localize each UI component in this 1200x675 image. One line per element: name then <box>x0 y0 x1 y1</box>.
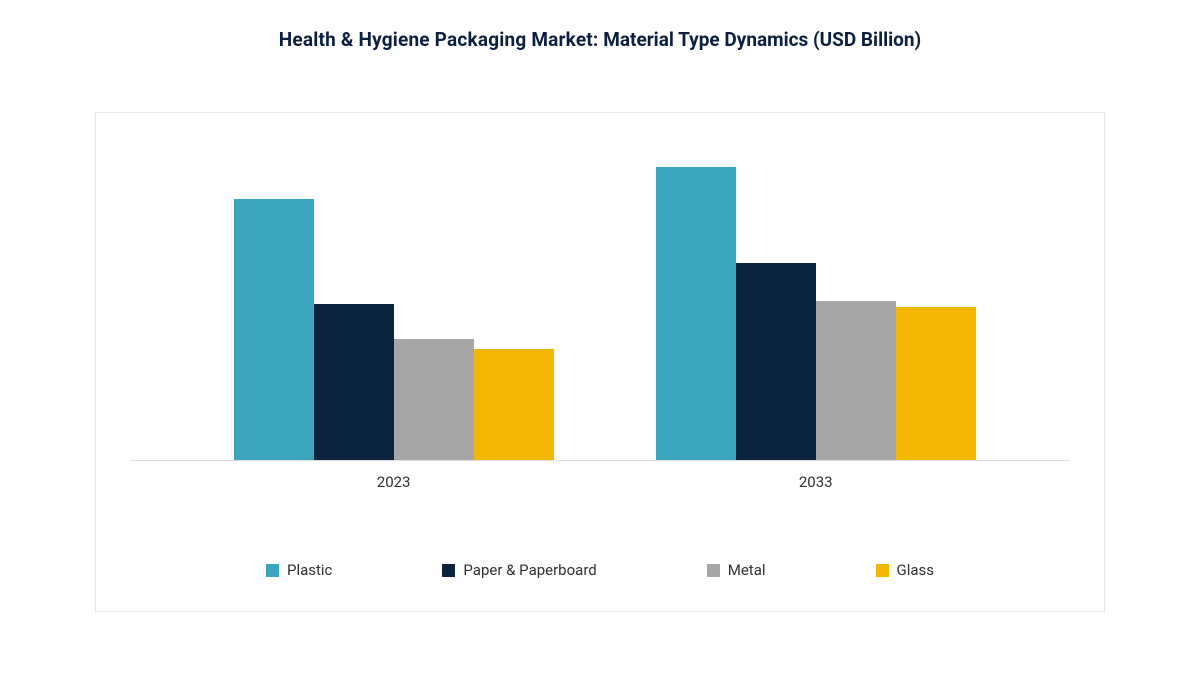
x-label-2023: 2023 <box>377 473 411 491</box>
legend-label-plastic: Plastic <box>287 561 332 579</box>
chart-card: 2023 2033 Plastic Paper & Paperboard Met… <box>95 112 1105 612</box>
legend-label-glass: Glass <box>897 561 935 579</box>
bar-2033-metal <box>816 301 896 461</box>
bar-2033-glass <box>896 307 976 461</box>
bar-2023-paper <box>314 304 394 461</box>
bar-group-2023 <box>234 141 554 461</box>
legend-swatch-metal <box>707 564 720 577</box>
legend: Plastic Paper & Paperboard Metal Glass <box>96 561 1104 579</box>
bar-2033-paper <box>736 263 816 461</box>
legend-swatch-plastic <box>266 564 279 577</box>
bar-2023-metal <box>394 339 474 461</box>
legend-item-glass: Glass <box>876 561 935 579</box>
legend-item-paper: Paper & Paperboard <box>442 561 596 579</box>
legend-label-paper: Paper & Paperboard <box>463 561 596 579</box>
legend-label-metal: Metal <box>728 561 766 579</box>
bar-2033-plastic <box>656 167 736 461</box>
x-axis-labels: 2023 2033 <box>131 473 1069 503</box>
chart-title: Health & Hygiene Packaging Market: Mater… <box>0 0 1200 61</box>
legend-item-plastic: Plastic <box>266 561 332 579</box>
chart-title-prefix: Health & Hygiene Packaging Market: <box>279 28 599 51</box>
bar-group-2033 <box>656 141 976 461</box>
x-label-2033: 2033 <box>799 473 833 491</box>
bar-2023-plastic <box>234 199 314 461</box>
legend-item-metal: Metal <box>707 561 766 579</box>
chart-title-suffix: Material Type Dynamics (USD Billion) <box>599 28 922 51</box>
bar-2023-glass <box>474 349 554 461</box>
legend-swatch-glass <box>876 564 889 577</box>
x-axis-baseline <box>131 460 1069 461</box>
plot-area <box>131 141 1069 461</box>
legend-swatch-paper <box>442 564 455 577</box>
page: Health & Hygiene Packaging Market: Mater… <box>0 0 1200 675</box>
